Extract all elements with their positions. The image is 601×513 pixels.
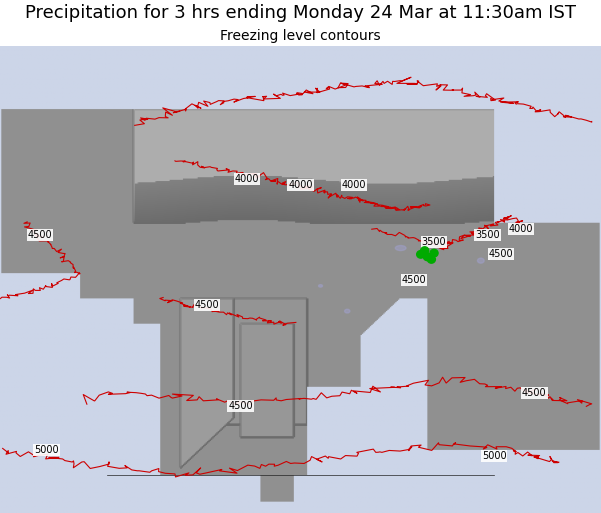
Text: 5000: 5000 <box>482 451 507 461</box>
Text: 4000: 4000 <box>288 180 313 190</box>
Circle shape <box>427 255 435 263</box>
Circle shape <box>421 247 429 254</box>
Circle shape <box>416 250 425 258</box>
Ellipse shape <box>344 309 350 313</box>
Text: 4500: 4500 <box>28 230 52 241</box>
Text: 5000: 5000 <box>34 445 59 455</box>
Text: 4500: 4500 <box>401 274 426 285</box>
Text: 4500: 4500 <box>228 401 252 411</box>
Text: 4500: 4500 <box>195 300 219 310</box>
Ellipse shape <box>395 246 406 250</box>
Text: 4500: 4500 <box>522 388 546 398</box>
Circle shape <box>430 249 438 257</box>
Text: Precipitation for 3 hrs ending Monday 24 Mar at 11:30am IST: Precipitation for 3 hrs ending Monday 24… <box>25 4 576 22</box>
Text: 4500: 4500 <box>489 249 513 260</box>
Ellipse shape <box>477 258 484 263</box>
Text: 4000: 4000 <box>235 173 259 184</box>
Text: 3500: 3500 <box>422 236 447 247</box>
Text: Freezing level contours: Freezing level contours <box>220 29 381 43</box>
Circle shape <box>423 253 432 261</box>
Text: 3500: 3500 <box>475 230 500 241</box>
Ellipse shape <box>319 285 323 287</box>
Text: 4000: 4000 <box>508 224 533 234</box>
Text: 4000: 4000 <box>342 180 366 190</box>
